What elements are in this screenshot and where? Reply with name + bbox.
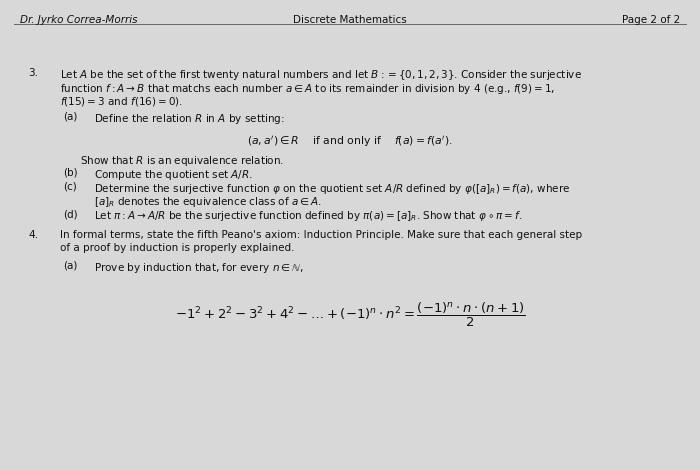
Text: 3.: 3. <box>28 68 38 78</box>
Text: function $f: A \rightarrow B$ that matchs each number $a \in A$ to its remainder: function $f: A \rightarrow B$ that match… <box>60 82 555 96</box>
Text: (c): (c) <box>63 182 77 192</box>
Text: (a): (a) <box>63 112 78 122</box>
Text: Page 2 of 2: Page 2 of 2 <box>622 15 680 25</box>
Text: Compute the quotient set $A/R$.: Compute the quotient set $A/R$. <box>94 168 253 182</box>
Text: Define the relation $R$ in $A$ by setting:: Define the relation $R$ in $A$ by settin… <box>94 112 285 126</box>
Text: of a proof by induction is properly explained.: of a proof by induction is properly expl… <box>60 243 294 253</box>
Text: 4.: 4. <box>28 230 38 240</box>
Text: Dr. Jyrko Correa-Morris: Dr. Jyrko Correa-Morris <box>20 15 137 25</box>
Text: Determine the surjective function $\varphi$ on the quotient set $A/R$ defined by: Determine the surjective function $\varp… <box>94 182 570 196</box>
Text: $[a]_R$ denotes the equivalence class of $a \in A$.: $[a]_R$ denotes the equivalence class of… <box>94 195 323 209</box>
Text: Let $\pi : A \rightarrow A/R$ be the surjective function defined by $\pi(a) = [a: Let $\pi : A \rightarrow A/R$ be the sur… <box>94 209 523 223</box>
Text: (d): (d) <box>63 209 78 219</box>
Text: (a): (a) <box>63 261 78 271</box>
Text: Prove by induction that, for every $n \in \mathbb{N}$,: Prove by induction that, for every $n \i… <box>94 261 304 275</box>
Text: Discrete Mathematics: Discrete Mathematics <box>293 15 407 25</box>
Text: Show that $R$ is an equivalence relation.: Show that $R$ is an equivalence relation… <box>80 154 285 168</box>
Text: Let $A$ be the set of the first twenty natural numbers and let $B := \{0,1,2,3\}: Let $A$ be the set of the first twenty n… <box>60 68 582 82</box>
Text: $-1^2 + 2^2 - 3^2 + 4^2 - \ldots + (-1)^n \cdot n^2 = \dfrac{(-1)^n \cdot n \cdo: $-1^2 + 2^2 - 3^2 + 4^2 - \ldots + (-1)^… <box>174 301 526 329</box>
Text: In formal terms, state the fifth Peano's axiom: Induction Principle. Make sure t: In formal terms, state the fifth Peano's… <box>60 230 582 240</box>
Text: $(a, a') \in R \quad$ if and only if $\quad f(a) = f(a').$: $(a, a') \in R \quad$ if and only if $\q… <box>247 134 453 149</box>
Text: (b): (b) <box>63 168 78 178</box>
Text: $f(15) = 3$ and $f(16) = 0$).: $f(15) = 3$ and $f(16) = 0$). <box>60 95 183 109</box>
